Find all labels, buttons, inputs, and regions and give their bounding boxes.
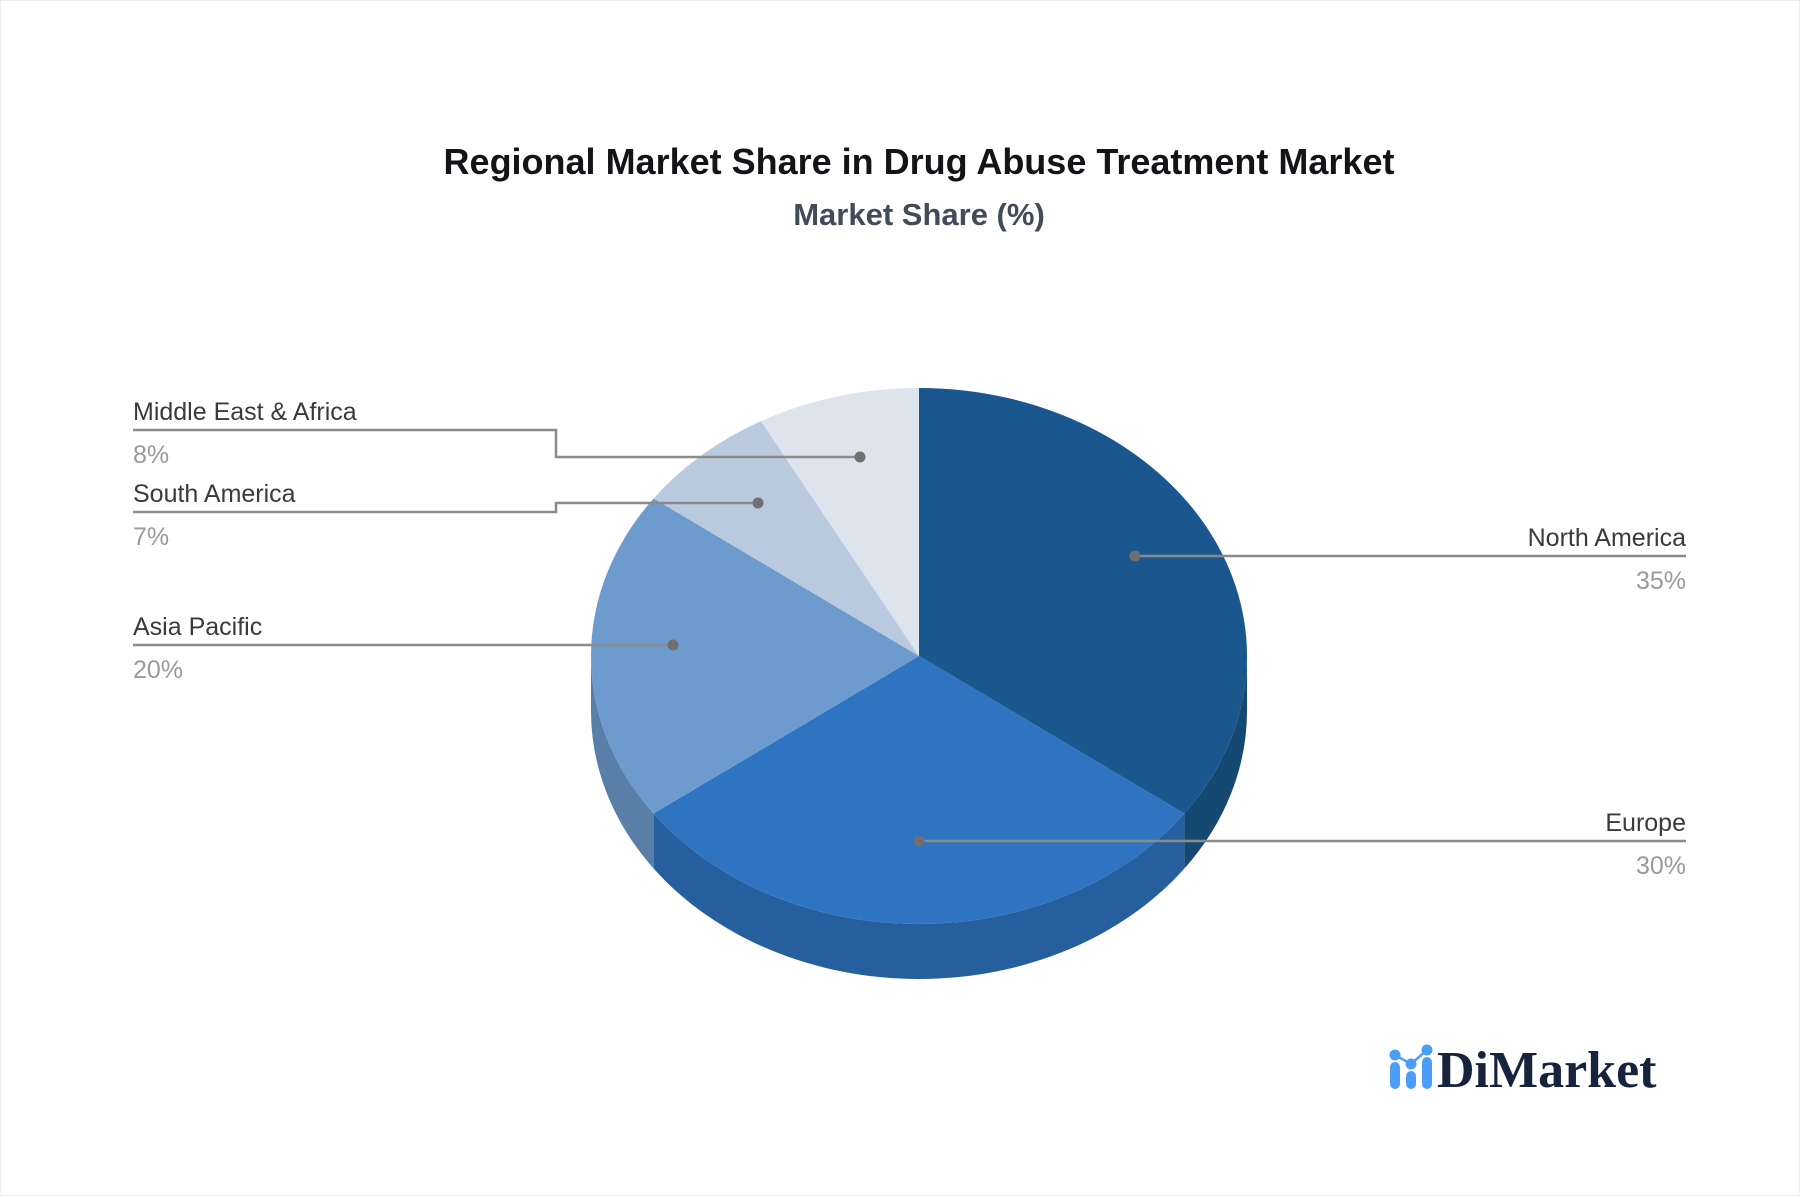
slice-pct-south-america: 7% xyxy=(133,523,169,551)
slice-pct-north-america: 35% xyxy=(1636,567,1686,595)
dimarket-logo: DiMarket xyxy=(1389,1042,1657,1099)
leader-lines xyxy=(133,428,1686,847)
pie-slice-side-north-america xyxy=(1184,656,1247,869)
slice-pct-europe: 30% xyxy=(1636,852,1686,880)
pie-side-walls xyxy=(591,656,1247,979)
leader-dot-asia-pacific xyxy=(667,639,679,651)
slice-label-europe: Europe xyxy=(1605,809,1686,837)
pie-slice-south-america[interactable] xyxy=(653,421,919,656)
page-title: Regional Market Share in Drug Abuse Trea… xyxy=(444,141,1395,182)
leader-line-south-america xyxy=(133,501,758,514)
slice-label-middle-east-africa: Middle East & Africa xyxy=(133,398,357,426)
bar-chart-trend-icon xyxy=(1389,1044,1433,1089)
pie-slice-side-europe xyxy=(653,813,1185,979)
logo-text: DiMarket xyxy=(1437,1042,1657,1099)
pie-slice-middle-east-africa[interactable] xyxy=(760,388,919,656)
slice-label-asia-pacific: Asia Pacific xyxy=(133,613,262,641)
leader-dot-south-america xyxy=(752,497,764,509)
leader-dot-europe xyxy=(913,835,925,847)
leader-dot-north-america xyxy=(1129,550,1141,562)
pie-slice-asia-pacific[interactable] xyxy=(591,498,919,814)
slice-label-north-america: North America xyxy=(1528,524,1686,552)
slice-pct-asia-pacific: 20% xyxy=(133,656,183,684)
leader-line-middle-east-africa xyxy=(133,428,860,459)
slice-label-south-america: South America xyxy=(133,480,296,508)
slice-labels: North America 35% Europe 30% Asia Pacific 20%… xyxy=(133,398,1686,880)
pie-slice-north-america[interactable] xyxy=(919,388,1247,814)
pie-slices xyxy=(591,388,1247,924)
chart-subtitle: Market Share (%) xyxy=(793,197,1045,232)
pie-slice-europe[interactable] xyxy=(653,656,1185,924)
slice-pct-middle-east-africa: 8% xyxy=(133,441,169,469)
leader-dot-middle-east-africa xyxy=(854,451,866,463)
pie-slice-side-asia-pacific xyxy=(591,656,654,869)
